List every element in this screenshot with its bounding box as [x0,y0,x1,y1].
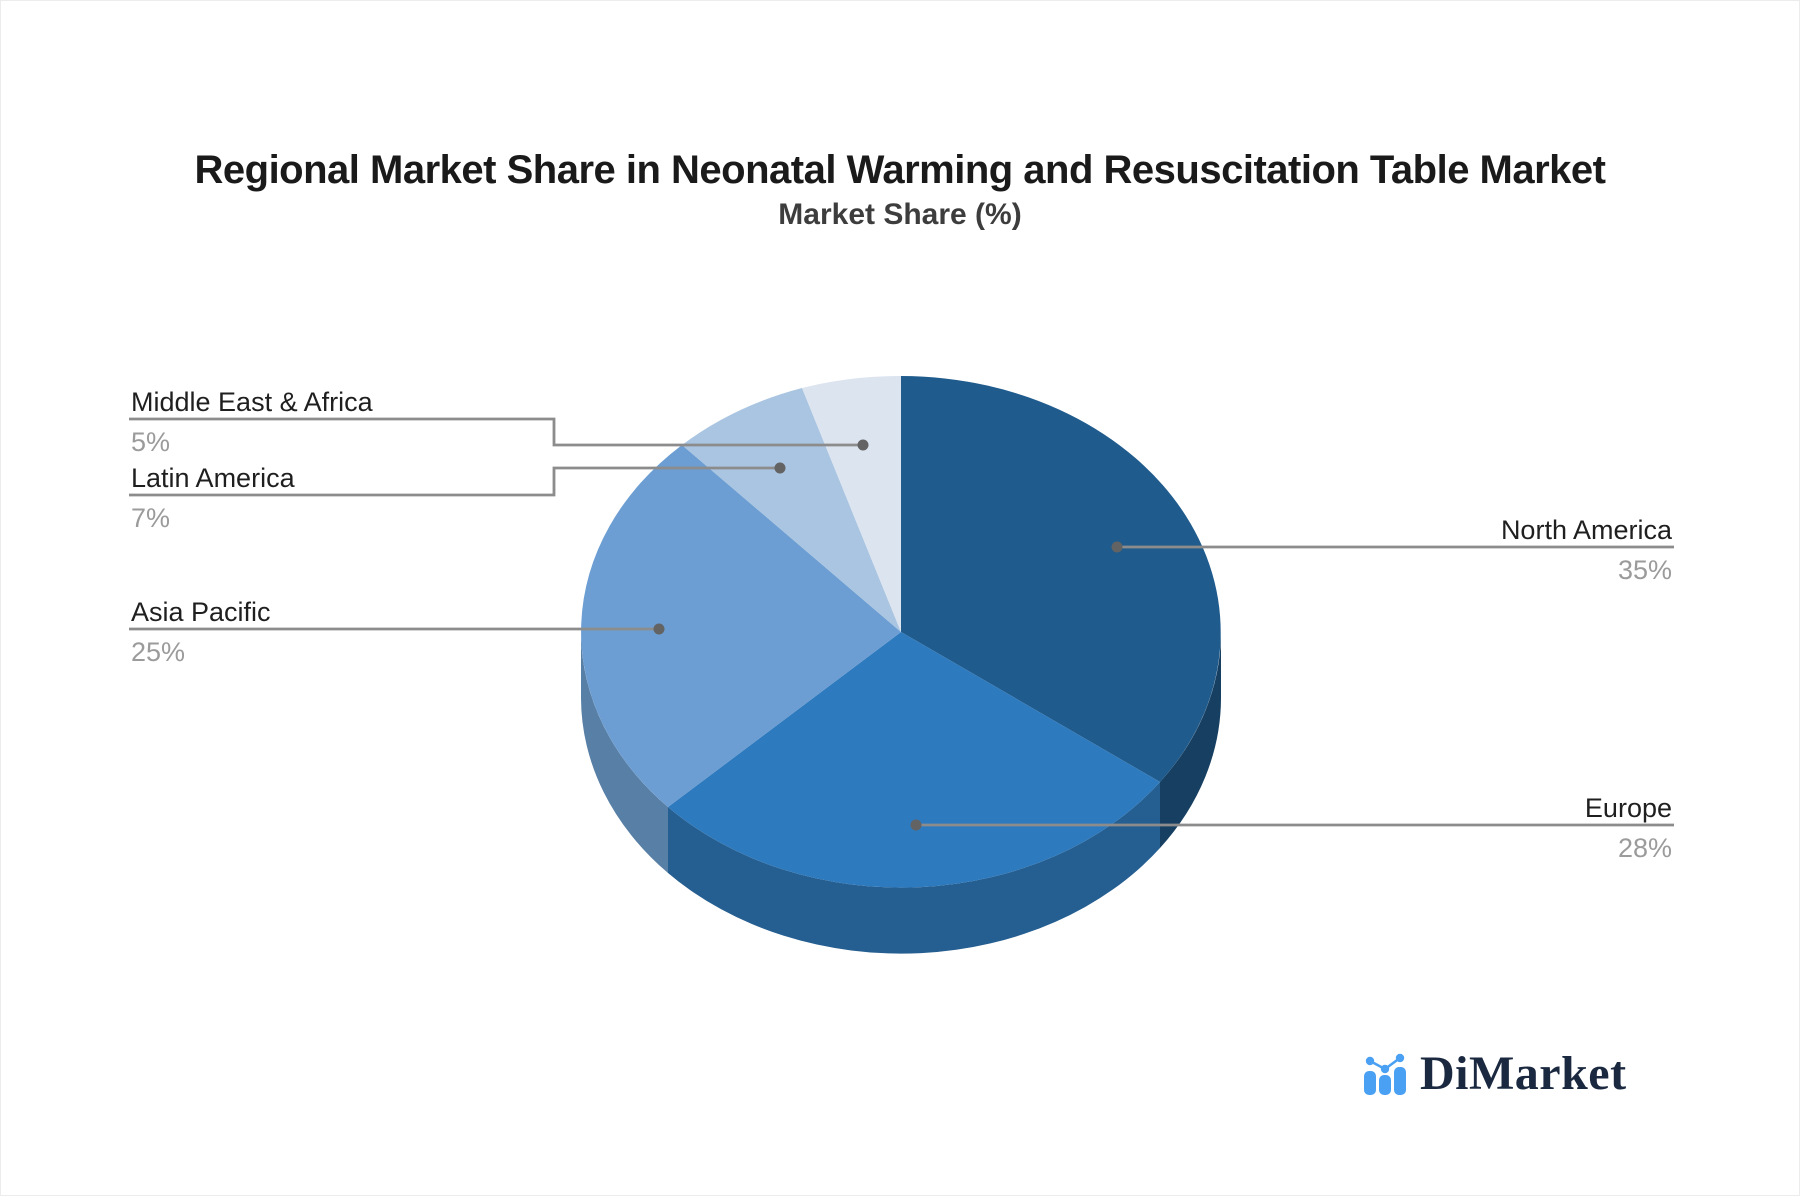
pie-slice-north-america[interactable] [901,376,1221,782]
pie-slice-asia-pacific[interactable] [581,445,901,807]
pct-asia-pacific: 25% [131,637,185,667]
pie-side-asia-pacific [581,632,668,873]
logo-text: DiMarket [1420,1047,1627,1100]
dimarket-logo: DiMarket [1360,1038,1660,1098]
pct-europe: 28% [1618,833,1672,863]
bar-chart-icon [1364,1053,1406,1095]
chart-title: Regional Market Share in Neonatal Warmin… [194,148,1607,192]
pct-middle-east-africa: 5% [131,427,170,457]
pie-side-europe [668,782,1160,954]
leader-line-latin-america [129,466,780,497]
leader-line-middle-east-africa [129,417,863,447]
pie-slice-middle-east-africa[interactable] [802,375,901,632]
pct-latin-america: 7% [131,503,170,533]
chart-subtitle: Market Share (%) [778,198,1022,231]
label-middle-east-africa: Middle East & Africa [131,387,374,417]
pie-slice-latin-america[interactable] [682,388,901,632]
leader-dot-asia-pacific [653,623,665,635]
label-north-america: North America [1501,515,1673,545]
leader-dot-middle-east-africa [857,439,869,451]
label-europe: Europe [1585,793,1672,823]
pie-side-north-america [1160,632,1221,848]
leader-dot-latin-america [774,462,786,474]
leader-dot-europe [910,819,922,831]
label-latin-america: Latin America [131,463,296,493]
pct-north-america: 35% [1618,555,1672,585]
leader-dot-north-america [1111,541,1123,553]
label-asia-pacific: Asia Pacific [131,597,271,627]
